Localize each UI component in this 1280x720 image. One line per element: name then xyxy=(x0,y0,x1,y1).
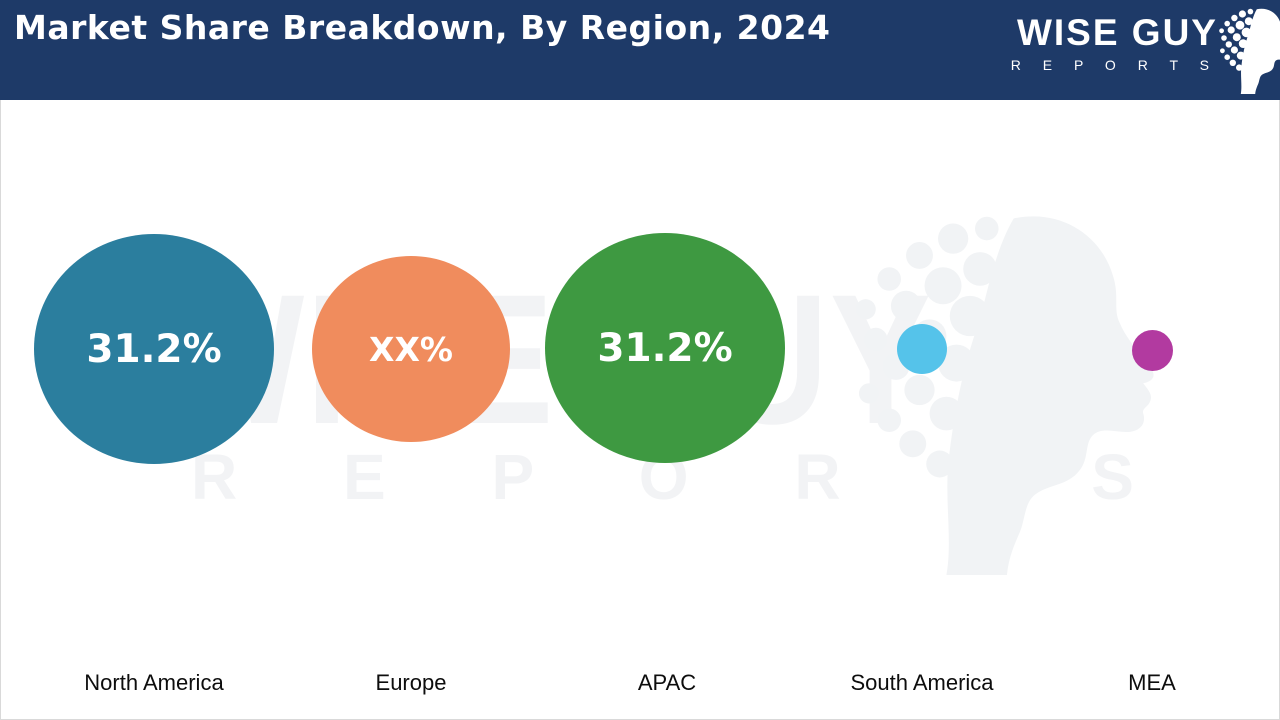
bubble-value-label: 31.2% xyxy=(86,326,222,372)
header-bar: Market Share Breakdown, By Region, 2024 … xyxy=(0,0,1280,100)
bubble-apac: 31.2% xyxy=(545,233,785,463)
region-label-europe: Europe xyxy=(375,670,447,695)
bubble-europe: XX% xyxy=(312,256,510,442)
wiseguy-head-icon xyxy=(1212,6,1280,94)
bubble-value-label: 31.2% xyxy=(597,325,733,371)
bubble-north-america: 31.2% xyxy=(34,234,274,464)
chart-area: WISE GUY R E P O R T S 31.2% XX% 31.2% N… xyxy=(0,100,1280,720)
logo-subtitle: R E P O R T S xyxy=(1010,57,1218,73)
bubble-mea xyxy=(1132,330,1173,371)
region-label-north-america: North America xyxy=(84,670,224,695)
region-label-mea: MEA xyxy=(1128,670,1176,695)
wiseguy-logo: WISE GUY R E P O R T S xyxy=(1007,14,1218,72)
page-title: Market Share Breakdown, By Region, 2024 xyxy=(14,8,831,47)
region-label-south-america: South America xyxy=(850,670,994,695)
logo-wordmark: WISE GUY xyxy=(1016,12,1218,53)
bubble-value-label: XX% xyxy=(369,329,453,369)
bubble-south-america xyxy=(897,324,947,374)
region-label-apac: APAC xyxy=(637,670,697,695)
wiseguy-head-watermark-icon xyxy=(796,205,1191,575)
